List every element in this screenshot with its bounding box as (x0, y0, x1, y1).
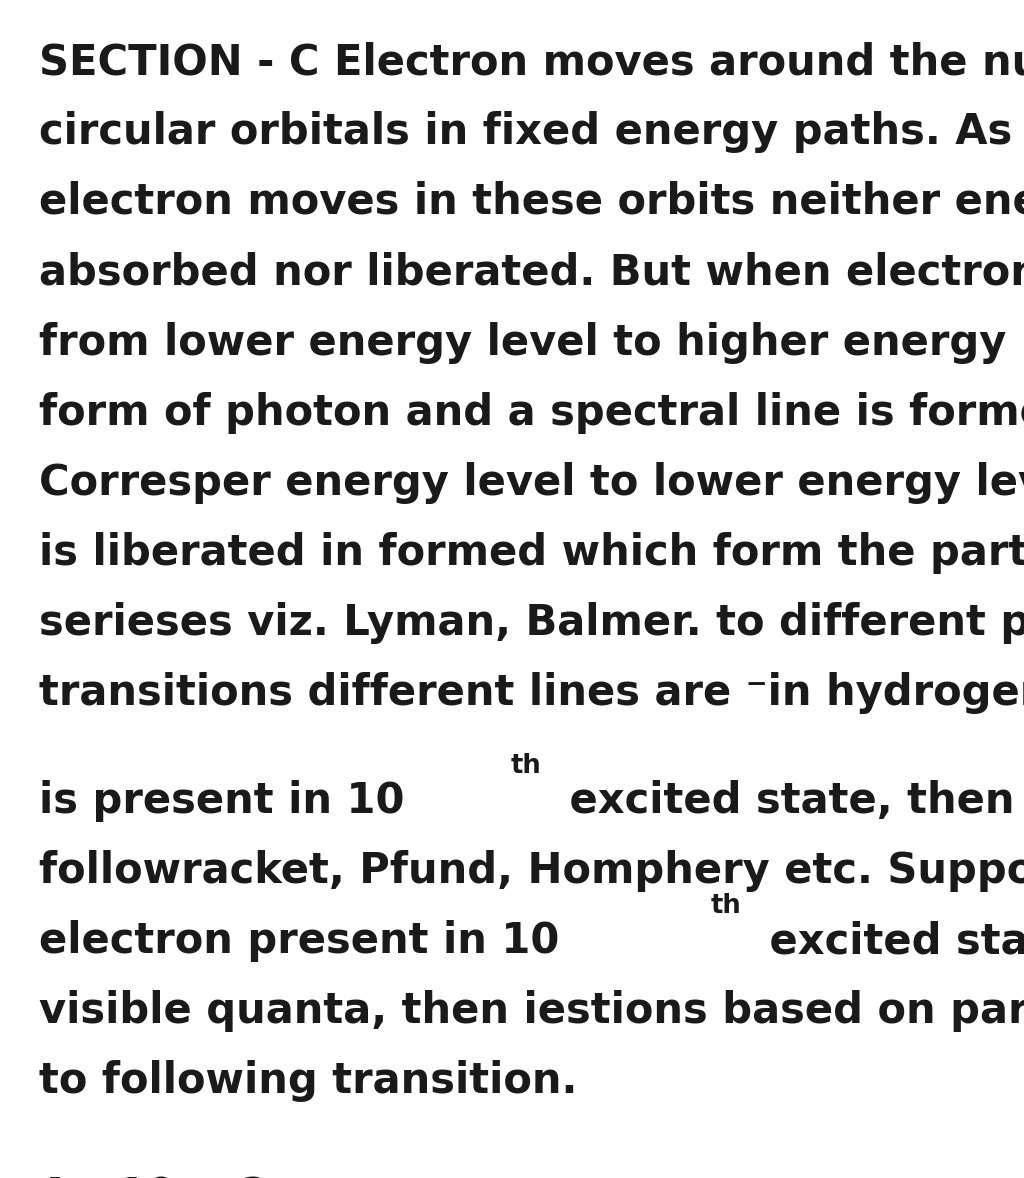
Text: form of photon and a spectral line is formed.: form of photon and a spectral line is fo… (39, 391, 1024, 434)
Text: from lower energy level to higher energy level the: from lower energy level to higher energy… (39, 322, 1024, 364)
Text: excited state, then answer the: excited state, then answer the (555, 780, 1024, 822)
Text: excited state liberate one: excited state liberate one (755, 920, 1024, 962)
Text: A:  10 → 2: A: 10 → 2 (39, 1176, 268, 1178)
Text: is liberated in formed which form the particular: is liberated in formed which form the pa… (39, 532, 1024, 574)
Text: SECTION - C Electron moves around the nucleus in: SECTION - C Electron moves around the nu… (39, 41, 1024, 84)
Text: electron moves in these orbits neither energy is: electron moves in these orbits neither e… (39, 181, 1024, 224)
Text: absorbed nor liberated. But when electron move: absorbed nor liberated. But when electro… (39, 252, 1024, 293)
Text: followracket, Pfund, Homphery etc. Suppose 41. If: followracket, Pfund, Homphery etc. Suppo… (39, 851, 1024, 892)
Text: to following transition.: to following transition. (39, 1060, 578, 1103)
Text: th: th (511, 753, 542, 779)
Text: Corresper energy level to lower energy level energy: Corresper energy level to lower energy l… (39, 462, 1024, 504)
Text: visible quanta, then iestions based on paragraph.: visible quanta, then iestions based on p… (39, 990, 1024, 1032)
Text: is present in 10: is present in 10 (39, 780, 404, 822)
Text: th: th (711, 893, 741, 919)
Text: electron present in 10: electron present in 10 (39, 920, 559, 962)
Text: serieses viz. Lyman, Balmer. to different possible: serieses viz. Lyman, Balmer. to differen… (39, 602, 1024, 644)
Text: transitions different lines are ⁻in hydrogen atom: transitions different lines are ⁻in hydr… (39, 671, 1024, 714)
Text: circular orbitals in fixed energy paths. As far as: circular orbitals in fixed energy paths.… (39, 112, 1024, 153)
